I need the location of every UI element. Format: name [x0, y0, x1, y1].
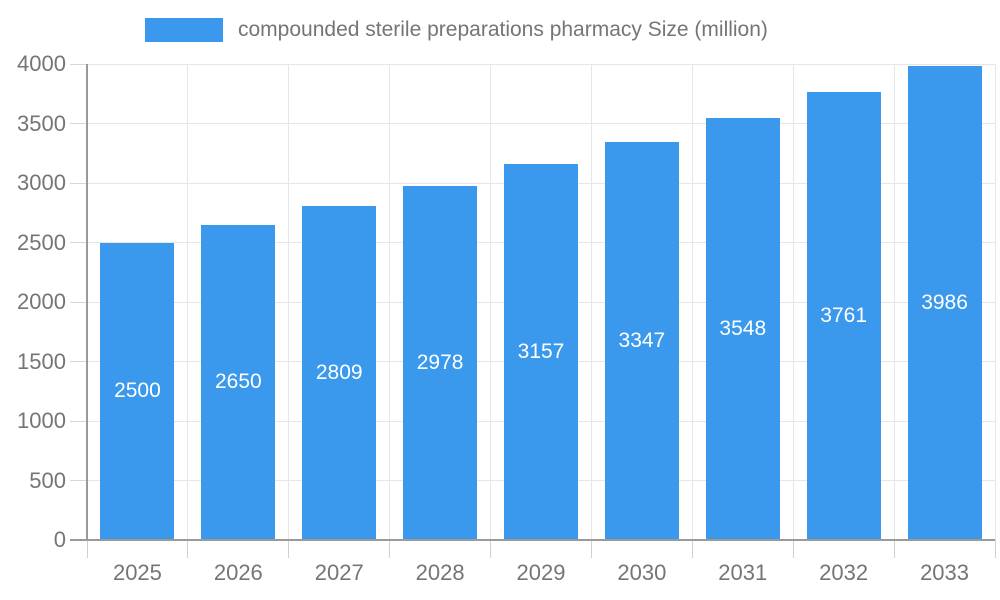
bar-value-label: 3548	[719, 316, 767, 340]
bar: 3548	[705, 117, 780, 540]
legend-swatch	[145, 18, 223, 42]
bar: 2809	[302, 205, 377, 540]
x-axis-tick	[691, 540, 693, 558]
bar-value-label: 3761	[820, 304, 868, 328]
x-axis-label: 2025	[112, 560, 162, 585]
y-axis-label: 1000	[17, 408, 66, 433]
y-axis-tick	[70, 420, 87, 422]
y-axis-line	[86, 64, 88, 541]
legend[interactable]: compounded sterile preparations pharmacy…	[145, 18, 768, 42]
x-axis-label: 2028	[415, 560, 465, 585]
x-axis-tick	[590, 540, 592, 558]
x-axis-tick	[389, 540, 391, 558]
bar: 2978	[403, 185, 478, 540]
y-axis-label: 0	[53, 527, 66, 552]
y-axis-tick	[70, 242, 87, 243]
x-gridline	[389, 64, 391, 540]
bar-value-label: 2809	[315, 360, 363, 384]
bar-value-label: 2500	[114, 379, 161, 403]
bar-value-label: 3157	[517, 340, 565, 364]
x-axis-label: 2026	[213, 560, 263, 585]
y-axis-label: 1500	[17, 348, 66, 374]
y-axis-label: 4000	[17, 51, 66, 76]
y-axis-label: 500	[29, 467, 66, 493]
y-axis-tick	[70, 63, 87, 65]
y-axis-tick	[70, 480, 87, 481]
x-axis-tick	[86, 540, 88, 558]
x-axis-tick	[994, 540, 996, 558]
x-gridline	[994, 64, 996, 540]
legend-label: compounded sterile preparations pharmacy…	[238, 18, 768, 41]
x-gridline	[893, 64, 895, 540]
x-axis-line	[70, 539, 995, 541]
y-axis-label: 2000	[17, 289, 66, 314]
bar-value-label: 2978	[416, 350, 464, 374]
bar: 3347	[604, 141, 679, 540]
x-axis-label: 2027	[314, 560, 364, 585]
x-axis-tick	[792, 540, 794, 558]
x-gridline	[691, 64, 693, 540]
y-gridline	[87, 63, 995, 65]
y-axis-tick	[70, 123, 87, 124]
y-axis-tick	[70, 361, 87, 362]
x-axis-tick	[893, 540, 895, 558]
bar-value-label: 2650	[214, 370, 262, 394]
y-gridline	[87, 123, 995, 124]
bar: 3986	[907, 65, 982, 540]
x-axis-label: 2031	[718, 560, 768, 585]
y-axis-label: 2500	[17, 229, 66, 255]
bar: 3761	[806, 92, 881, 540]
x-gridline	[490, 64, 492, 540]
bar-value-label: 3986	[921, 290, 968, 314]
x-gridline	[187, 64, 189, 540]
y-axis-label: 3000	[17, 170, 66, 195]
bar: 2650	[201, 224, 276, 540]
x-axis-label: 2030	[617, 560, 667, 585]
bar: 3157	[504, 164, 578, 540]
x-axis-label: 2029	[516, 560, 566, 585]
bar: 2500	[100, 242, 175, 540]
y-axis-tick	[70, 301, 87, 303]
x-axis-label: 2032	[819, 560, 869, 585]
x-gridline	[288, 64, 290, 540]
x-gridline	[792, 64, 794, 540]
x-axis-tick	[187, 540, 189, 558]
y-axis-label: 3500	[17, 110, 66, 136]
y-axis-tick	[70, 182, 87, 184]
x-axis-label: 2033	[920, 560, 970, 585]
x-gridline	[590, 64, 592, 540]
x-axis-tick	[288, 540, 290, 558]
bar-value-label: 3347	[618, 328, 666, 352]
x-axis-tick	[490, 540, 492, 558]
